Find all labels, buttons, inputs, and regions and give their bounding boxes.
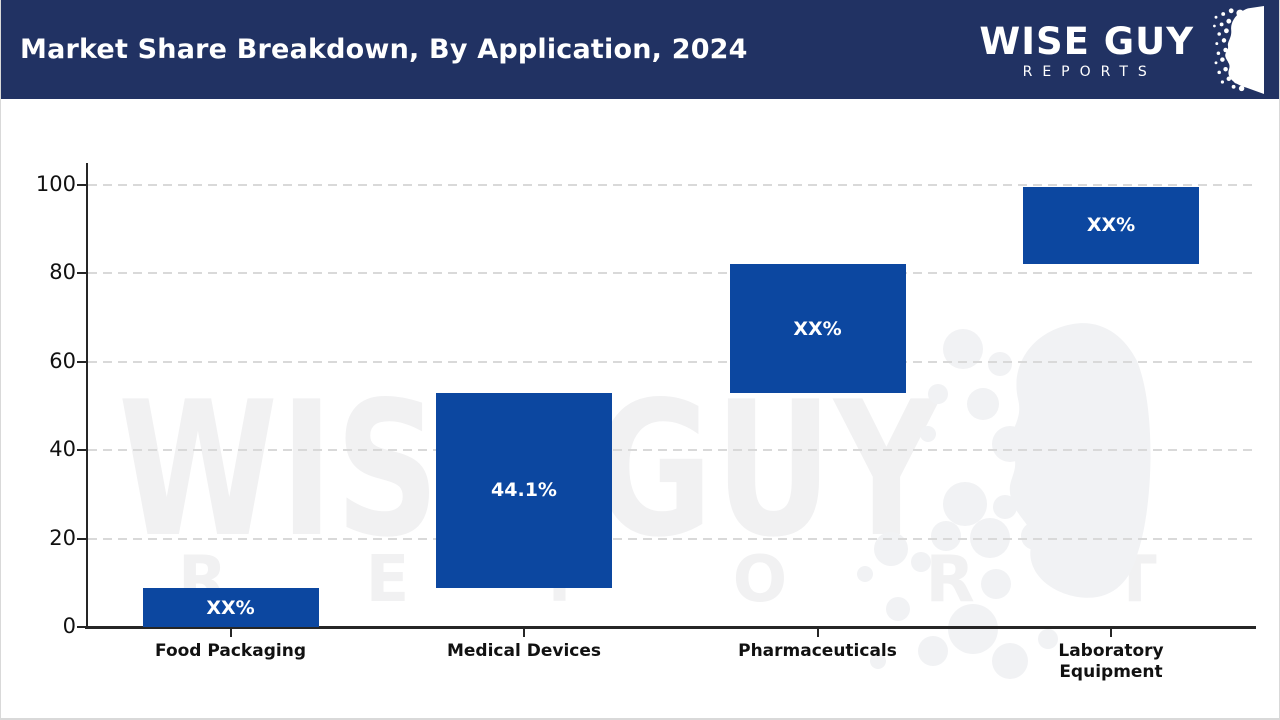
gridline-60	[88, 360, 1256, 363]
x-tick-3	[1110, 629, 1112, 637]
y-tick-80	[77, 272, 86, 274]
bar-value-label: 44.1%	[491, 479, 557, 502]
brand-logo-text: WISE GUY REPORTS	[979, 20, 1194, 80]
category-label-1: Medical Devices	[446, 641, 601, 661]
bar-pharmaceuticals: XX%	[729, 264, 906, 393]
y-tick-20	[77, 537, 86, 540]
bar-food-packaging: XX%	[142, 588, 319, 627]
y-tick-100	[77, 183, 86, 186]
brand-name: WISE GUY	[979, 20, 1194, 63]
watermark-face-icon	[857, 323, 1151, 679]
bar-value-label: XX%	[1086, 214, 1136, 237]
y-tick-40	[77, 449, 86, 451]
x-tick-0	[229, 629, 232, 637]
category-label-3: Laboratory Equipment	[1058, 641, 1164, 682]
gridline-40	[88, 449, 1256, 451]
y-axis-line	[86, 163, 88, 629]
y-tick-label-0: 0	[62, 614, 76, 638]
bar-laboratory-equipment: XX%	[1023, 186, 1199, 265]
header: Market Share Breakdown, By Application, …	[0, 0, 1280, 99]
y-tick-label-60: 60	[49, 348, 76, 373]
chart-area: WISE GUY R E P O R T S 0 20 40 60 80 100 XX% Fo…	[0, 99, 1280, 720]
x-axis-line	[85, 626, 1256, 629]
bar-medical-devices: 44.1%	[436, 392, 612, 589]
plot: 0 20 40 60 80 100 XX% Food Packaging 44.1% Medica…	[0, 99, 1280, 720]
category-label-2: Pharmaceuticals	[738, 641, 897, 661]
brand-logo: WISE GUY REPORTS	[979, 6, 1268, 94]
y-tick-label-20: 20	[49, 525, 76, 550]
x-tick-2	[816, 629, 819, 637]
brand-tagline: REPORTS	[1022, 64, 1157, 80]
gridline-20	[88, 537, 1256, 540]
y-tick-60	[77, 360, 86, 363]
category-label-0: Food Packaging	[155, 641, 306, 661]
y-tick-label-40: 40	[49, 437, 76, 461]
y-tick-label-80: 80	[49, 260, 76, 284]
gridline-100	[88, 183, 1256, 186]
x-tick-1	[523, 629, 525, 637]
gridline-80	[88, 272, 1256, 274]
brand-face-icon	[1213, 6, 1264, 94]
y-tick-0	[77, 626, 86, 628]
bar-value-label: XX%	[793, 317, 842, 340]
page-title: Market Share Breakdown, By Application, …	[20, 34, 748, 65]
y-tick-label-100: 100	[35, 171, 76, 196]
bar-value-label: XX%	[206, 596, 255, 619]
